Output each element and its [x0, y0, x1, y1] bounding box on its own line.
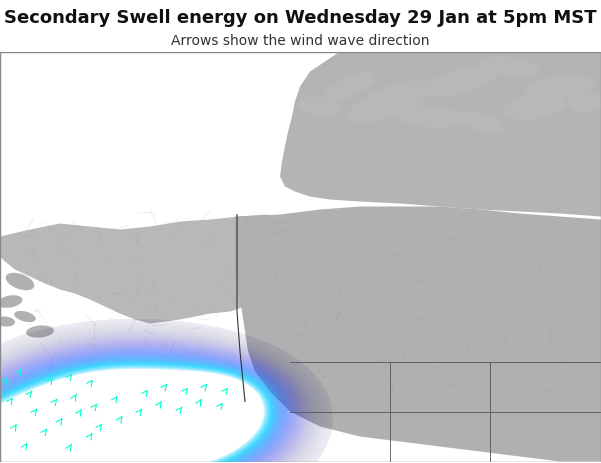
- Ellipse shape: [395, 106, 465, 129]
- Text: Arrows show the wind wave direction: Arrows show the wind wave direction: [171, 34, 430, 48]
- Ellipse shape: [0, 317, 15, 327]
- Ellipse shape: [325, 73, 375, 102]
- Ellipse shape: [525, 77, 595, 98]
- Ellipse shape: [297, 98, 342, 117]
- Ellipse shape: [503, 94, 567, 121]
- Ellipse shape: [347, 81, 433, 123]
- Text: Secondary Swell energy on Wednesday 29 Jan at 5pm MST: Secondary Swell energy on Wednesday 29 J…: [4, 9, 597, 27]
- Ellipse shape: [567, 91, 601, 113]
- Ellipse shape: [5, 273, 34, 291]
- Polygon shape: [235, 207, 601, 462]
- Polygon shape: [280, 52, 601, 217]
- Ellipse shape: [480, 57, 540, 78]
- Ellipse shape: [456, 112, 504, 133]
- Ellipse shape: [421, 67, 499, 98]
- Ellipse shape: [26, 325, 54, 338]
- Ellipse shape: [14, 311, 35, 322]
- Polygon shape: [0, 215, 290, 324]
- Ellipse shape: [0, 295, 22, 308]
